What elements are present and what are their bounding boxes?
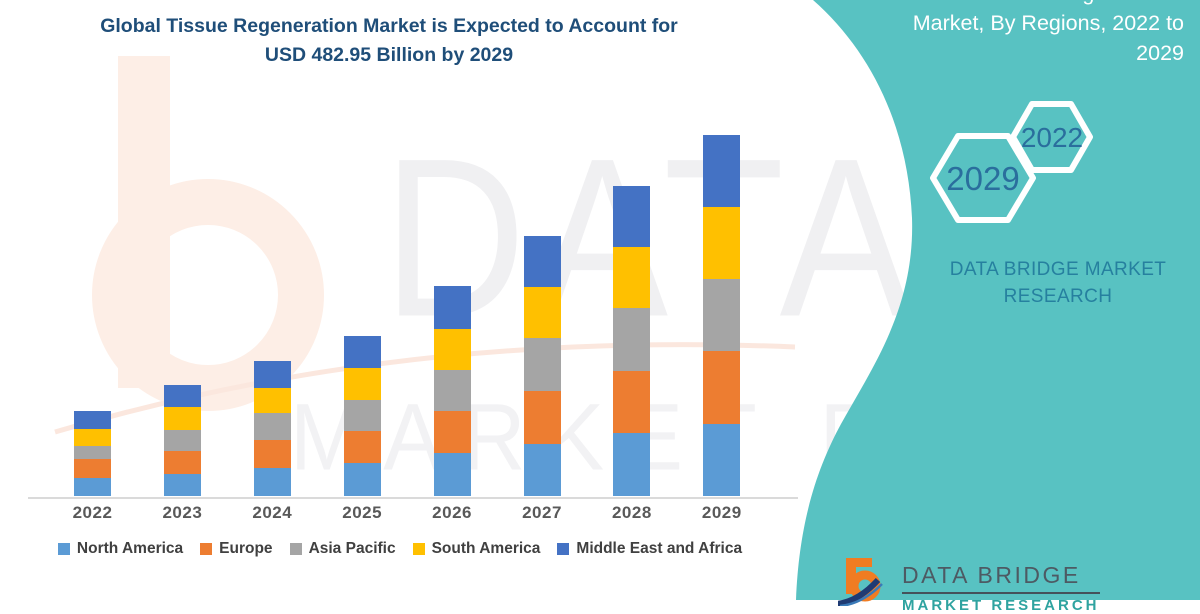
bar-segment-2022-asia-pacific <box>74 445 111 460</box>
bar-segment-2022-north-america <box>74 478 111 496</box>
bar-segment-2023-north-america <box>163 474 201 496</box>
chart-title-line2: USD 482.95 Billion by 2029 <box>264 44 514 66</box>
stacked-bar-2029 <box>703 135 741 496</box>
panel-brand-text: DATA BRIDGE MARKET RESEARCH <box>930 256 1186 310</box>
bar-segment-2028-europe <box>613 371 651 434</box>
bar-segment-2029-asia-pacific <box>703 278 741 351</box>
stacked-bar-2028 <box>613 185 651 496</box>
bar-segment-2023-asia-pacific <box>163 430 201 452</box>
bar-segment-2024-north-america <box>253 468 291 496</box>
bar-segment-2026-middle-east-and-africa <box>433 286 471 329</box>
bar-segment-2028-middle-east-and-africa <box>613 185 651 248</box>
bar-segment-2024-middle-east-and-africa <box>253 360 291 388</box>
bar-segment-2028-south-america <box>613 247 651 309</box>
stacked-bar-2024 <box>253 360 291 496</box>
x-tick-label-2027: 2027 <box>522 503 562 522</box>
stacked-bar-2025 <box>343 336 381 496</box>
legend-label: Asia Pacific <box>308 540 396 557</box>
legend-label: North America <box>76 540 184 557</box>
footer-text: DATA BRIDGE MARKET RESEARCH <box>902 562 1100 614</box>
legend-swatch <box>412 543 425 555</box>
panel-brand-line1: DATA BRIDGE MARKET <box>949 259 1167 280</box>
bar-segment-2025-north-america <box>343 463 381 496</box>
bar-segment-2029-middle-east-and-africa <box>703 135 741 207</box>
bar-segment-2025-europe <box>343 430 381 464</box>
bar-segment-2022-europe <box>74 459 111 479</box>
bar-segment-2027-north-america <box>523 443 561 496</box>
bar-segment-2023-middle-east-and-africa <box>163 385 201 408</box>
bar-segment-2029-south-america <box>703 206 741 279</box>
legend-item-asia-pacific: Asia Pacific <box>289 540 396 558</box>
bar-segment-2025-south-america <box>343 368 381 401</box>
bar-segment-2026-north-america <box>433 453 471 496</box>
legend-item-middle-east-and-africa: Middle East and Africa <box>557 540 742 558</box>
stacked-bar-2023 <box>163 385 201 496</box>
legend-label: Europe <box>219 540 273 557</box>
bar-segment-2024-south-america <box>253 387 291 414</box>
legend-swatch <box>557 543 570 555</box>
bar-segment-2026-asia-pacific <box>433 369 471 411</box>
chart-title: Global Tissue Regeneration Market is Exp… <box>15 12 763 70</box>
hexagon-2022-label: 2022 <box>1021 122 1083 153</box>
x-tick-label-2023: 2023 <box>162 503 203 522</box>
bar-segment-2024-europe <box>253 439 291 469</box>
bar-segment-2027-south-america <box>523 286 561 339</box>
x-tick-label-2028: 2028 <box>611 503 652 522</box>
legend-label: South America <box>431 540 541 557</box>
hexagon-2029-label: 2029 <box>946 160 1019 197</box>
bar-segment-2028-north-america <box>613 433 651 496</box>
databridge-logo-watermark <box>54 56 796 435</box>
x-tick-label-2025: 2025 <box>342 503 383 522</box>
footer-brand: DATA BRIDGE <box>902 562 1100 594</box>
x-axis-line <box>28 497 798 499</box>
chart-legend: North America Europe Asia Pacific South Ame… <box>0 540 800 558</box>
footer-logo: DATA BRIDGE MARKET RESEARCH <box>838 556 1100 614</box>
legend-swatch <box>289 543 302 555</box>
bar-segment-2029-europe <box>703 351 741 424</box>
bar-segment-2025-middle-east-and-africa <box>343 336 381 369</box>
bar-segment-2024-asia-pacific <box>253 413 291 440</box>
bar-segment-2027-asia-pacific <box>523 338 561 392</box>
legend-swatch <box>200 543 213 555</box>
legend-item-europe: Europe <box>200 540 273 558</box>
legend-swatch <box>57 543 70 555</box>
chart-title-line1: Global Tissue Regeneration Market is Exp… <box>100 15 678 37</box>
teal-panel-content: Global Tissue Regeneration Market, By Re… <box>930 122 1186 310</box>
bar-segment-2026-south-america <box>433 328 471 370</box>
bar-segment-2022-south-america <box>74 428 111 446</box>
stacked-bar-2026 <box>433 286 471 496</box>
x-tick-label-2026: 2026 <box>432 503 472 522</box>
bar-segment-2022-middle-east-and-africa <box>74 410 111 429</box>
bar-segment-2028-asia-pacific <box>613 308 651 372</box>
bar-segment-2025-asia-pacific <box>343 400 381 431</box>
legend-label: Middle East and Africa <box>576 540 743 557</box>
bar-segment-2023-south-america <box>163 407 201 431</box>
stacked-bar-chart: Global Tissue Regeneration Market is Exp… <box>0 12 800 558</box>
panel-brand-line2: RESEARCH <box>1003 286 1113 307</box>
bar-segment-2026-europe <box>433 410 471 454</box>
stacked-bar-2027 <box>523 235 561 496</box>
x-tick-label-2029: 2029 <box>701 503 742 522</box>
legend-item-north-america: North America <box>57 540 184 558</box>
bar-segment-2023-europe <box>163 451 201 475</box>
x-tick-label-2022: 2022 <box>72 503 113 522</box>
bar-segment-2027-europe <box>523 391 561 444</box>
bar-segment-2029-north-america <box>703 423 741 496</box>
x-tick-label-2024: 2024 <box>252 503 293 522</box>
legend-item-south-america: South America <box>412 540 541 558</box>
bar-segment-2027-middle-east-and-africa <box>523 235 561 287</box>
databridge-logo-icon <box>838 558 883 606</box>
stacked-bar-2022 <box>74 410 111 496</box>
